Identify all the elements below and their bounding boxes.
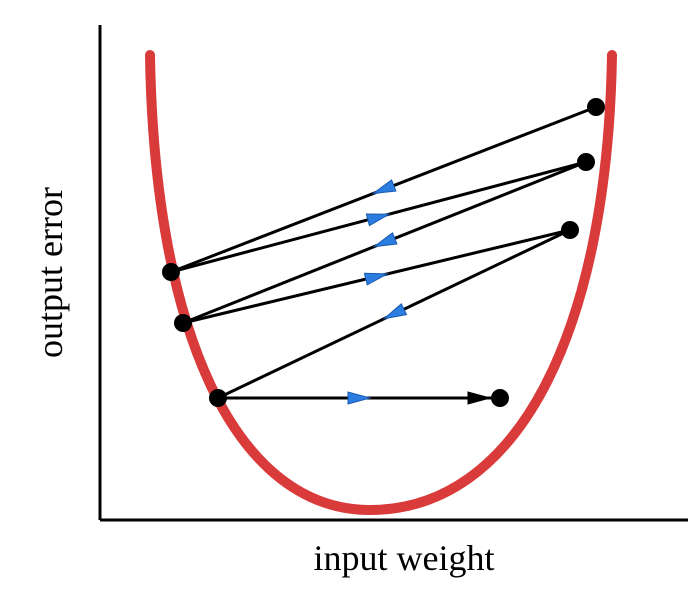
trajectory-point — [577, 153, 595, 171]
trajectory-point — [209, 389, 227, 407]
trajectory-point — [561, 221, 579, 239]
gradient-descent-diagram: input weight output error — [0, 0, 695, 593]
trajectory-point — [587, 98, 605, 116]
trajectory-point — [162, 263, 180, 281]
trajectory-point — [491, 389, 509, 407]
y-axis-label: output error — [30, 187, 70, 358]
chart-svg: input weight output error — [0, 0, 695, 593]
trajectory-point — [174, 314, 192, 332]
x-axis-label: input weight — [314, 538, 495, 578]
